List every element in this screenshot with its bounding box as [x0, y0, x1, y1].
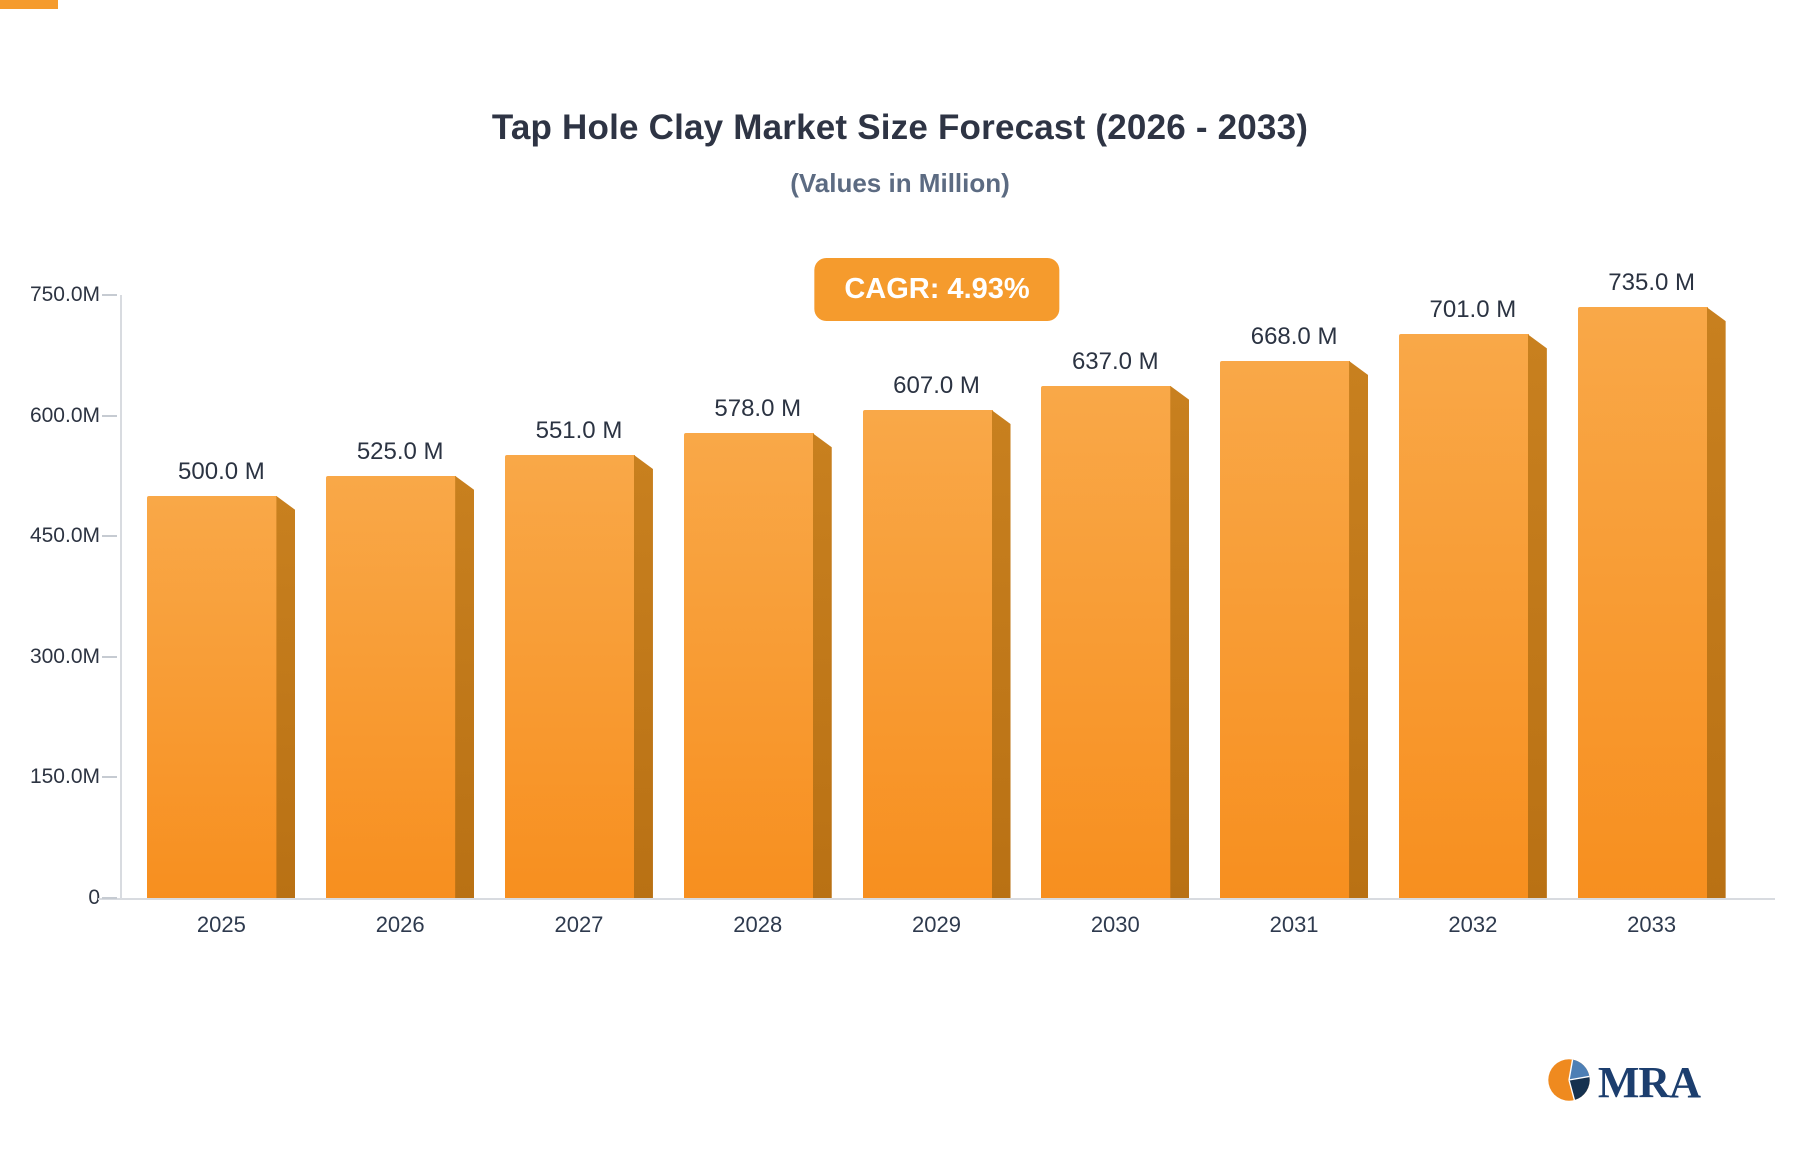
bar-2027: 551.0 M [504, 417, 653, 898]
y-axis-line [120, 295, 122, 900]
y-axis-labels: 0 150.0M 300.0M 450.0M 600.0M 750.0M [0, 283, 100, 909]
x-axis-label-2031: 2031 [1269, 912, 1319, 937]
x-axis-label-2028: 2028 [733, 912, 783, 937]
y-axis-label: 450.0M [29, 524, 100, 548]
bar-front [1220, 360, 1351, 898]
chart-title: Tap Hole Clay Market Size Forecast (2026… [491, 108, 1309, 147]
bar-front [504, 455, 635, 898]
bar-slot-2030: 637.0 M [1026, 295, 1205, 898]
bar-2030: 637.0 M [1041, 348, 1190, 898]
bar-slot-2027: 551.0 M [490, 295, 669, 898]
y-axis-tick [102, 294, 117, 296]
bar-front [147, 496, 278, 898]
x-axis-label-2032: 2032 [1448, 912, 1498, 937]
x-axis-label-2029: 2029 [912, 912, 961, 937]
bar-side [1349, 360, 1369, 898]
bar-side [1170, 385, 1190, 898]
bar-side [633, 455, 653, 898]
bar-2026: 525.0 M [326, 438, 475, 898]
x-axis-labels: 2025 2026 2027 2028 2029 2030 2031 2032 2033 [122, 912, 1775, 938]
bar-slot-2025: 500.0 M [132, 295, 311, 898]
x-axis-label-2026: 2026 [375, 912, 425, 937]
bar-side [276, 496, 296, 898]
bar-slot-2029: 607.0 M [847, 295, 1026, 898]
bar-side [1706, 307, 1726, 898]
bar-2028: 578.0 M [683, 395, 832, 898]
bar-slot-2032: 701.0 M [1383, 295, 1562, 898]
y-axis-label: 300.0M [29, 644, 100, 668]
bar-value-label: 551.0 M [535, 417, 623, 444]
bar-2032: 701.0 M [1398, 296, 1547, 898]
bar-front [326, 475, 457, 898]
x-axis-line [98, 898, 1775, 900]
bar-value-label: 607.0 M [893, 371, 980, 399]
bar-value-label: 735.0 M [1608, 269, 1695, 297]
bar-2025: 500.0 M [147, 458, 296, 898]
y-axis-label: 750.0M [29, 283, 100, 306]
x-axis-label-2025: 2025 [196, 912, 246, 937]
y-axis-label: 150.0M [29, 765, 100, 789]
bar-value-label: 500.0 M [178, 458, 265, 485]
bar-front [683, 433, 814, 898]
bar-front [1041, 385, 1172, 898]
bar-slot-2028: 578.0 M [668, 295, 847, 898]
y-axis-label: 0 [88, 886, 100, 909]
bar-slot-2033: 735.0 M [1562, 269, 1741, 898]
plot-area: 500.0 M 525.0 M 551.0 M 578.0 M 607.0 M 637.0… [98, 269, 1775, 900]
bar-front [1398, 334, 1529, 898]
bar-slot-2031: 668.0 M [1205, 295, 1384, 898]
mra-logo-text: MRA [1597, 1058, 1701, 1107]
bar-side [1527, 334, 1547, 898]
bar-side [812, 433, 832, 898]
y-axis-tick [102, 535, 117, 538]
mra-logo: MRA [1546, 1057, 1701, 1108]
y-axis-tick [102, 414, 117, 417]
bar-side [455, 475, 475, 898]
bar-value-label: 525.0 M [356, 437, 444, 465]
corner-accent [0, 0, 58, 9]
bar-2031: 668.0 M [1220, 323, 1369, 898]
bar-2029: 607.0 M [862, 372, 1011, 898]
y-axis-tick [102, 655, 117, 658]
bar-slot-2026: 525.0 M [311, 295, 490, 898]
bar-value-label: 668.0 M [1250, 322, 1338, 350]
bar-2033: 735.0 M [1577, 269, 1726, 898]
bar-front [1577, 307, 1708, 898]
bars-container: 500.0 M 525.0 M 551.0 M 578.0 M 607.0 M 637.0… [122, 269, 1775, 898]
chart-subtitle: (Values in Million) [790, 168, 1010, 198]
bar-front [862, 409, 993, 898]
x-axis-label-2027: 2027 [554, 912, 604, 937]
x-axis-label-2033: 2033 [1627, 912, 1677, 937]
bar-value-label: 701.0 M [1429, 296, 1517, 324]
y-axis-tick [102, 776, 117, 779]
bar-side [991, 409, 1011, 898]
y-axis-tick [102, 897, 117, 899]
bar-value-label: 637.0 M [1071, 347, 1159, 375]
y-axis-label: 600.0M [29, 403, 100, 427]
bar-value-label: 578.0 M [714, 395, 802, 423]
cagr-badge: CAGR: 4.93% [814, 258, 1060, 321]
x-axis-label-2030: 2030 [1090, 912, 1140, 937]
mra-logo-icon [1546, 1057, 1592, 1108]
